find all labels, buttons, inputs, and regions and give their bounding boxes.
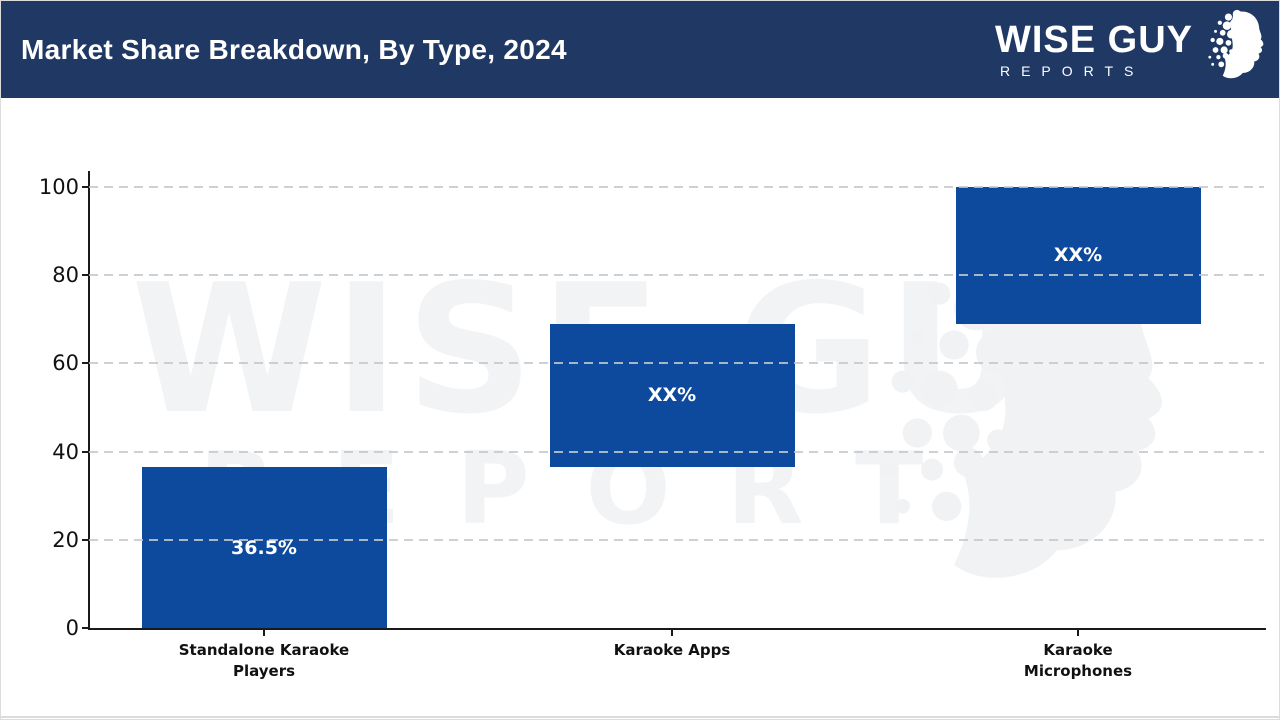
y-tick-label: 80 xyxy=(52,263,79,288)
y-tick-label: 20 xyxy=(52,527,79,552)
gridline xyxy=(89,186,1264,188)
logo-head-icon xyxy=(1208,9,1264,78)
page-title: Market Share Breakdown, By Type, 2024 xyxy=(21,33,567,65)
bar-value-label: XX% xyxy=(647,384,697,407)
y-tick-mark xyxy=(82,450,89,453)
x-tick-mark xyxy=(1077,630,1079,636)
gridline xyxy=(89,538,1264,541)
brand-logo-text: WISE GUY REPORTS xyxy=(995,21,1193,79)
y-tick-mark xyxy=(82,274,89,277)
y-tick-label: 0 xyxy=(65,616,79,640)
x-category-label: Karaoke Microphones xyxy=(1023,641,1133,680)
chart-area: WISE GUY REPORTS 0 20 40 60 80 100 36.5% Standa… xyxy=(1,98,1279,719)
x-category-label: Standalone Karaoke Players xyxy=(178,641,350,680)
logo-wordmark: WISE GUY xyxy=(994,18,1193,61)
x-axis-line xyxy=(88,628,1266,630)
header-bar: Market Share Breakdown, By Type, 2024 WI… xyxy=(1,1,1279,98)
y-tick-label: 60 xyxy=(52,351,79,376)
x-tick-mark xyxy=(263,630,265,636)
bar-segment xyxy=(955,187,1201,324)
bar-segment xyxy=(549,323,795,468)
x-tick-mark xyxy=(671,630,673,636)
gridline xyxy=(89,274,1264,277)
y-tick-label: 100 xyxy=(38,175,79,199)
y-axis-line xyxy=(88,171,90,630)
bar-value-label: 36.5% xyxy=(231,536,297,559)
y-tick-label: 40 xyxy=(52,439,79,464)
brand-logo: WISE GUY REPORTS xyxy=(995,5,1271,94)
bottom-divider xyxy=(1,716,1279,718)
gridline xyxy=(89,450,1264,453)
bar-value-label: XX% xyxy=(1053,244,1103,267)
y-tick-mark xyxy=(82,538,89,541)
y-tick-mark xyxy=(82,362,89,365)
logo-subtitle: REPORTS xyxy=(999,62,1145,79)
gridline xyxy=(89,362,1264,365)
x-category-label: Karaoke Apps xyxy=(613,641,731,659)
bar-segment xyxy=(141,467,387,628)
y-tick-mark xyxy=(82,627,89,629)
y-tick-mark xyxy=(82,186,89,188)
